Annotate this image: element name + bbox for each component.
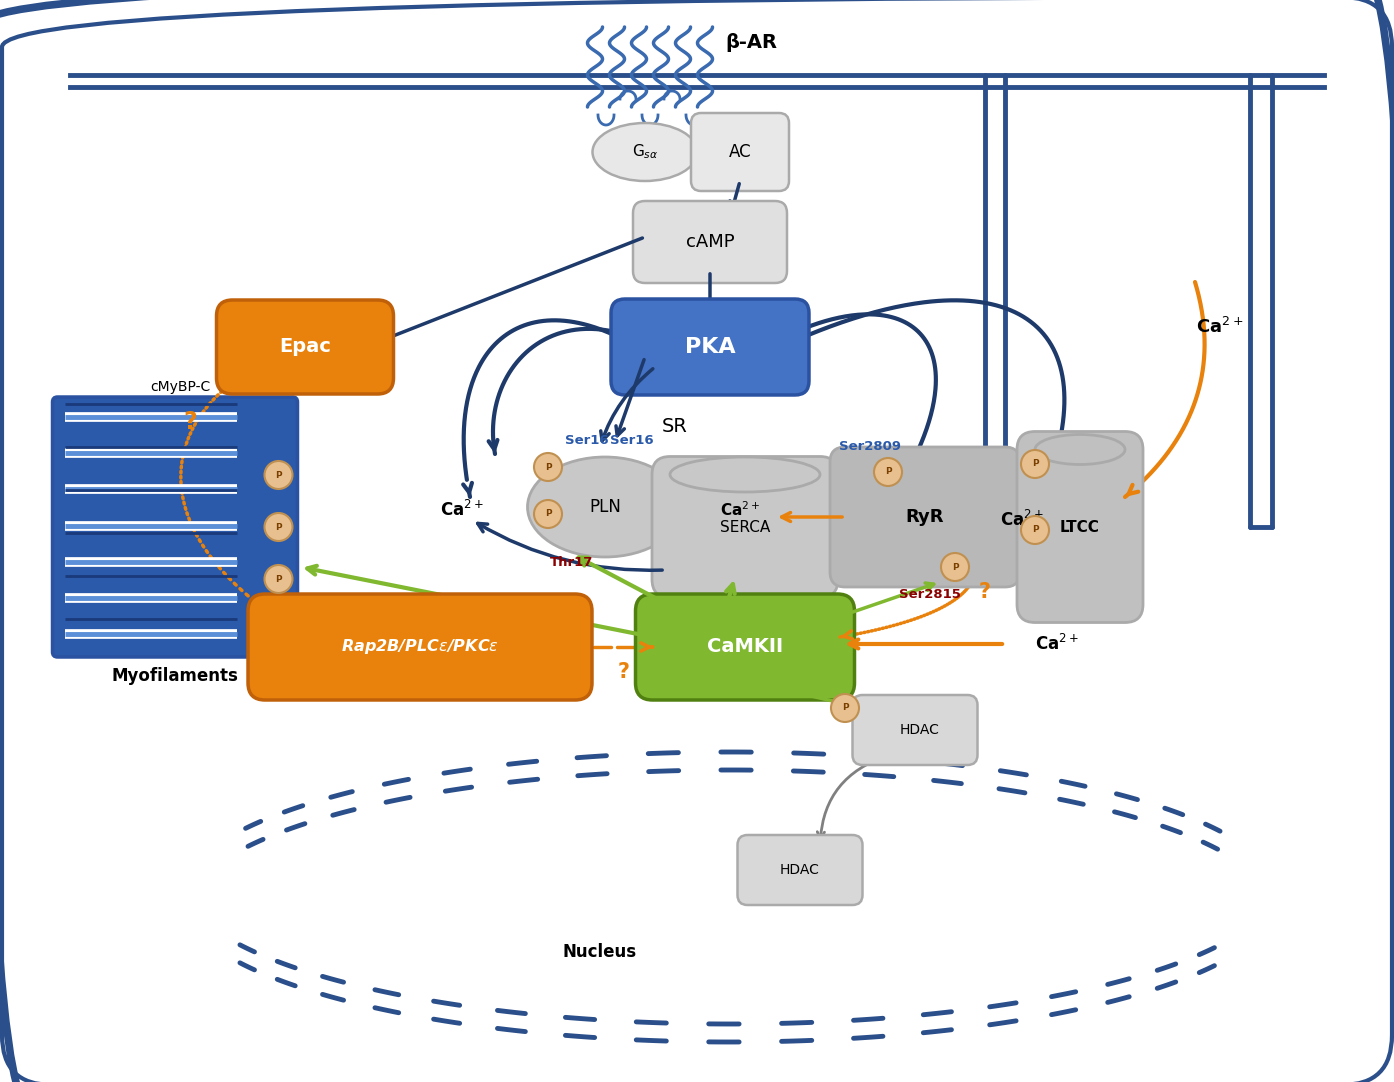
Text: Ca$^{2+}$: Ca$^{2+}$ <box>719 501 760 519</box>
Text: AC: AC <box>729 143 751 161</box>
Ellipse shape <box>265 461 293 489</box>
Text: cMyBP-C: cMyBP-C <box>151 380 210 394</box>
Text: PKA: PKA <box>684 337 735 357</box>
Text: Ser16: Ser16 <box>611 434 654 447</box>
Text: P: P <box>275 471 282 479</box>
FancyBboxPatch shape <box>1018 432 1143 622</box>
FancyBboxPatch shape <box>652 457 838 597</box>
Text: HDAC: HDAC <box>781 863 820 878</box>
Ellipse shape <box>1020 450 1050 478</box>
Text: Rap2B/PLC$\varepsilon$/PKC$\varepsilon$: Rap2B/PLC$\varepsilon$/PKC$\varepsilon$ <box>342 637 499 657</box>
FancyBboxPatch shape <box>633 201 788 283</box>
FancyBboxPatch shape <box>829 447 1020 588</box>
Ellipse shape <box>1034 435 1125 464</box>
FancyBboxPatch shape <box>853 695 977 765</box>
Text: P: P <box>842 703 849 713</box>
Ellipse shape <box>941 553 969 581</box>
Text: P: P <box>952 563 958 571</box>
Ellipse shape <box>265 565 293 593</box>
Ellipse shape <box>534 453 562 481</box>
Text: P: P <box>1032 526 1039 535</box>
Text: CaMKII: CaMKII <box>707 637 783 657</box>
Ellipse shape <box>671 457 820 492</box>
Text: cAMP: cAMP <box>686 233 735 251</box>
FancyBboxPatch shape <box>737 835 863 905</box>
Text: Epac: Epac <box>279 338 330 356</box>
Text: Myofilaments: Myofilaments <box>112 667 238 685</box>
FancyBboxPatch shape <box>216 300 393 394</box>
Text: P: P <box>275 523 282 531</box>
FancyBboxPatch shape <box>53 397 297 657</box>
Text: SR: SR <box>662 418 687 436</box>
Text: G$_{sα}$: G$_{sα}$ <box>631 143 658 161</box>
Text: Ser16: Ser16 <box>565 434 609 447</box>
Text: ?: ? <box>618 662 630 682</box>
Text: Ser2815: Ser2815 <box>899 588 960 601</box>
Text: P: P <box>885 467 891 476</box>
Text: PLN: PLN <box>590 498 620 516</box>
Text: Ca$^{2+}$: Ca$^{2+}$ <box>999 510 1044 530</box>
Text: LTCC: LTCC <box>1059 519 1100 535</box>
Text: Nucleus: Nucleus <box>563 944 637 961</box>
Text: P: P <box>1032 460 1039 469</box>
Ellipse shape <box>527 457 683 557</box>
Ellipse shape <box>874 458 902 486</box>
Ellipse shape <box>1020 516 1050 544</box>
Text: P: P <box>545 510 551 518</box>
FancyBboxPatch shape <box>691 113 789 192</box>
Text: ?: ? <box>979 582 991 602</box>
Text: ?: ? <box>183 410 197 434</box>
FancyBboxPatch shape <box>611 299 809 395</box>
FancyBboxPatch shape <box>636 594 855 700</box>
Ellipse shape <box>831 694 859 722</box>
Text: HDAC: HDAC <box>901 723 940 737</box>
Text: RyR: RyR <box>906 509 944 526</box>
Text: P: P <box>275 575 282 583</box>
Text: Ser2809: Ser2809 <box>839 440 901 453</box>
Ellipse shape <box>534 500 562 528</box>
Text: β-AR: β-AR <box>725 32 776 52</box>
Text: Thr17: Thr17 <box>551 555 594 568</box>
Ellipse shape <box>592 123 697 181</box>
Ellipse shape <box>265 513 293 541</box>
Text: P: P <box>545 462 551 472</box>
FancyBboxPatch shape <box>248 594 592 700</box>
Text: SERCA: SERCA <box>719 519 769 535</box>
Text: Ca$^{2+}$: Ca$^{2+}$ <box>1196 317 1243 338</box>
Text: Ca$^{2+}$: Ca$^{2+}$ <box>441 500 484 520</box>
Text: Ca$^{2+}$: Ca$^{2+}$ <box>1034 634 1079 654</box>
